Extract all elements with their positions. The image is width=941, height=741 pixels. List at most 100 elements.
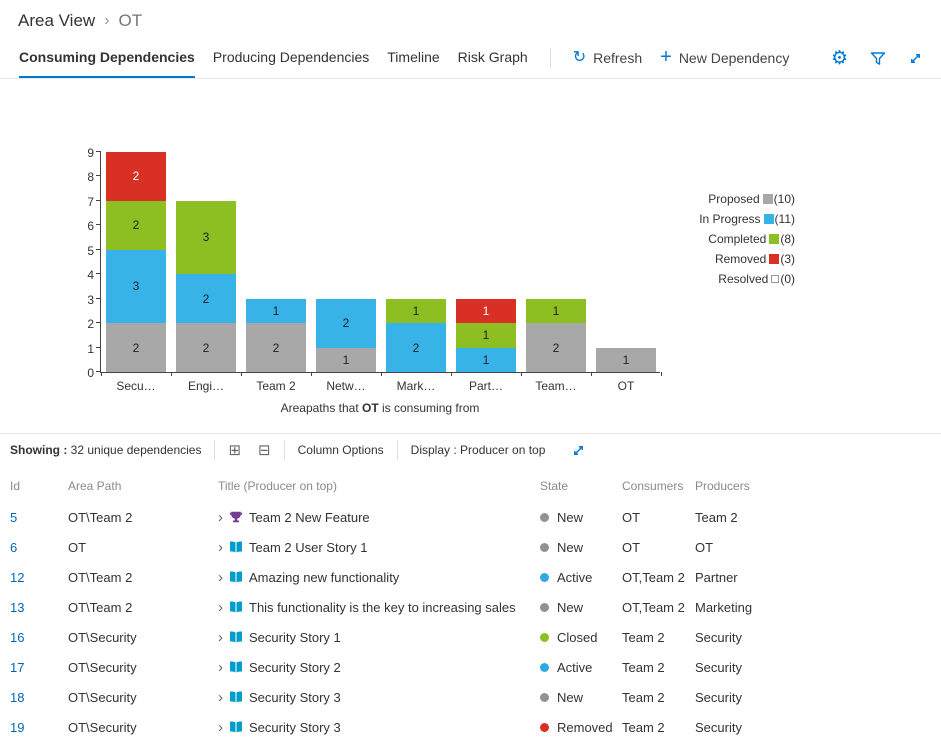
bar-segment-proposed[interactable]: 2 [526, 323, 586, 372]
column-header-state[interactable]: State [540, 479, 569, 493]
row-expander-icon[interactable]: › [218, 659, 223, 675]
table-row[interactable]: 16 OT\Security › Security Story 1 Closed Team… [0, 622, 941, 652]
table-row[interactable]: 13 OT\Team 2 › This functionality is the ke… [0, 592, 941, 622]
table-row[interactable]: 12 OT\Team 2 › Amazing new functionality Act… [0, 562, 941, 592]
bar-segment-removed[interactable]: 2 [106, 151, 166, 201]
tab-consuming-dependencies[interactable]: Consuming Dependencies [19, 38, 195, 78]
tab-producing-dependencies[interactable]: Producing Dependencies [213, 38, 369, 78]
legend-item-removed[interactable]: Removed (3) [640, 249, 795, 269]
new-dependency-button[interactable]: + New Dependency [660, 38, 789, 78]
work-item-title[interactable]: This functionality is the key to increas… [249, 599, 516, 615]
column-options-button[interactable]: Column Options [297, 443, 384, 457]
table-row[interactable]: 18 OT\Security › Security Story 3 New Team 2 S… [0, 682, 941, 712]
work-item-id-link[interactable]: 18 [10, 689, 25, 705]
collapse-all-icon[interactable]: ⊟ [258, 441, 271, 459]
work-item-title[interactable]: Security Story 3 [249, 719, 341, 735]
column-header-consumers[interactable]: Consumers [622, 479, 684, 493]
new-dependency-label: New Dependency [678, 50, 790, 66]
bar-segment-in-progress[interactable]: 2 [316, 298, 376, 348]
row-expander-icon[interactable]: › [218, 719, 223, 735]
x-category-label: Netw… [326, 379, 366, 393]
settings-gear-icon[interactable]: ⚙ [830, 47, 848, 69]
refresh-button[interactable]: ↻ Refresh [573, 38, 642, 78]
bar-segment-in-progress[interactable]: 1 [456, 347, 516, 372]
state-dot [540, 632, 549, 642]
row-expander-icon[interactable]: › [218, 539, 223, 555]
legend-item-in-progress[interactable]: In Progress (11) [640, 209, 795, 229]
expand-all-icon[interactable]: ⊞ [228, 441, 242, 459]
bar-segment-completed[interactable]: 1 [386, 298, 446, 323]
tab-risk-graph[interactable]: Risk Graph [458, 38, 528, 78]
tab-timeline[interactable]: Timeline [387, 38, 439, 78]
legend-count: (8) [780, 232, 795, 246]
display-mode-selector[interactable]: Display : Producer on top [410, 443, 546, 457]
work-item-title[interactable]: Security Story 3 [249, 689, 341, 705]
work-item-title[interactable]: Security Story 2 [249, 659, 341, 675]
row-expander-icon[interactable]: › [218, 569, 223, 585]
column-header-area-path[interactable]: Area Path [68, 479, 122, 493]
x-category-label: OT [617, 379, 635, 393]
table-row[interactable]: 5 OT\Team 2 › Team 2 New Feature New OT Team 2 [0, 502, 941, 532]
column-header-title[interactable]: Title (Producer on top) [218, 479, 337, 493]
user-story-book-icon [229, 570, 243, 584]
bar-segment-completed[interactable]: 3 [176, 200, 236, 274]
table-row[interactable]: 6 OT › Team 2 User Story 1 New OT OT [0, 532, 941, 562]
legend-swatch [762, 194, 773, 204]
work-item-id-link[interactable]: 16 [10, 629, 25, 645]
bar-segment-proposed[interactable]: 1 [596, 347, 656, 372]
work-item-id-link[interactable]: 13 [10, 599, 25, 615]
bar-segment-completed[interactable]: 2 [106, 200, 166, 250]
work-item-id-link[interactable]: 6 [10, 539, 18, 555]
work-item-id-link[interactable]: 5 [10, 509, 18, 525]
legend-item-completed[interactable]: Completed (8) [640, 229, 795, 249]
work-item-title[interactable]: Amazing new functionality [249, 569, 400, 585]
bar-segment-completed[interactable]: 1 [456, 323, 516, 348]
work-item-id-link[interactable]: 19 [10, 719, 25, 735]
bar-segment-in-progress[interactable]: 2 [176, 274, 236, 323]
filter-icon[interactable] [870, 51, 886, 66]
title-cell: › Team 2 User Story 1 [218, 540, 540, 555]
legend-item-resolved[interactable]: Resolved (0) [640, 269, 795, 289]
work-item-title[interactable]: Team 2 New Feature [249, 509, 370, 525]
bar-segment-in-progress[interactable]: 2 [386, 323, 446, 372]
table-row[interactable]: 17 OT\Security › Security Story 2 Active Team… [0, 652, 941, 682]
work-item-id-link[interactable]: 17 [10, 659, 25, 675]
column-header-id[interactable]: Id [10, 479, 21, 493]
row-expander-icon[interactable]: › [218, 689, 223, 705]
row-expander-icon[interactable]: › [218, 629, 223, 645]
table-row[interactable]: 19 OT\Security › Security Story 3 Removed Tea… [0, 712, 941, 741]
state-cell: New [540, 600, 622, 615]
work-item-title[interactable]: Security Story 1 [249, 629, 341, 645]
producers-cell: OT [695, 539, 714, 555]
work-item-title[interactable]: Team 2 User Story 1 [249, 539, 368, 555]
bar-segment-in-progress[interactable]: 1 [246, 298, 306, 323]
consumers-cell: OT [622, 509, 641, 525]
bar-segment-in-progress[interactable]: 3 [106, 249, 166, 323]
y-tick-label: 4 [87, 268, 94, 282]
legend-count: (10) [773, 192, 795, 206]
bar-segment-proposed[interactable]: 1 [316, 347, 376, 372]
y-tick-label: 1 [87, 341, 94, 356]
grid-body: 5 OT\Team 2 › Team 2 New Feature New OT Team 2… [0, 502, 941, 741]
legend-item-proposed[interactable]: Proposed (10) [640, 189, 795, 209]
legend-label: Completed [708, 232, 767, 246]
bar-segment-completed[interactable]: 1 [526, 298, 586, 323]
consumers-cell: OT,Team 2 [622, 569, 685, 585]
work-item-id-link[interactable]: 12 [10, 569, 25, 585]
bar-segment-proposed[interactable]: 2 [246, 323, 306, 372]
title-cell: › Security Story 2 [218, 660, 540, 675]
refresh-icon: ↻ [572, 49, 587, 66]
x-category-label: Part… [468, 379, 503, 393]
bar-segment-removed[interactable]: 1 [456, 298, 516, 323]
row-expander-icon[interactable]: › [218, 599, 223, 615]
breadcrumb-root[interactable]: Area View [18, 11, 96, 30]
row-expander-icon[interactable]: › [218, 509, 223, 525]
y-tick-mark [96, 224, 101, 225]
fullscreen-icon[interactable] [908, 51, 923, 66]
legend-swatch [771, 275, 780, 283]
grid-fullscreen-icon[interactable] [571, 443, 586, 458]
bar-segment-proposed[interactable]: 2 [106, 323, 166, 372]
column-header-producers[interactable]: Producers [695, 479, 750, 493]
bar-segment-proposed[interactable]: 2 [176, 323, 236, 372]
